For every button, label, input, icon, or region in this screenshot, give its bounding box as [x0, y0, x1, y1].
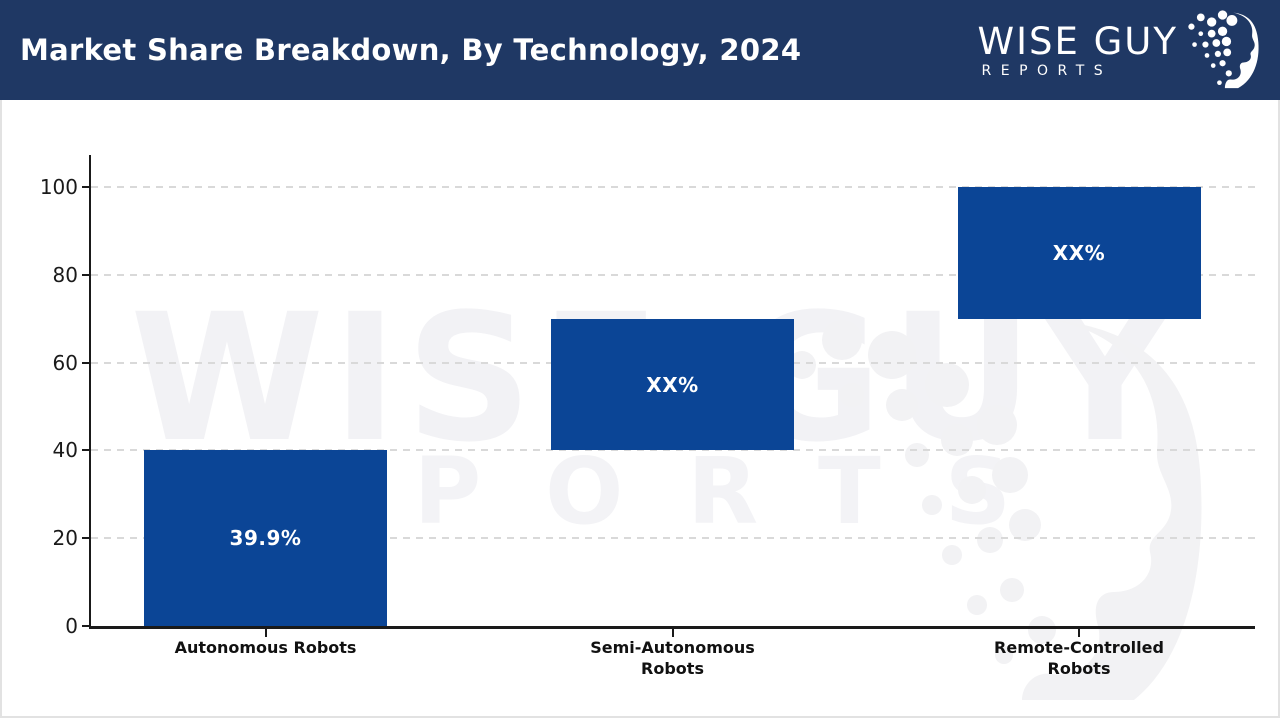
- gridline: [91, 273, 1255, 276]
- bar-value-label: XX%: [1052, 240, 1106, 265]
- header-bar: Market Share Breakdown, By Technology, 2…: [0, 0, 1280, 100]
- y-tick-label: 40: [52, 438, 78, 463]
- bar-segment: XX%: [957, 187, 1201, 319]
- y-tick-mark: [82, 625, 89, 627]
- watermark-face-icon: [788, 320, 1202, 700]
- x-category-label: Remote-Controlled Robots: [994, 638, 1164, 678]
- x-axis-line: [89, 626, 1255, 629]
- wiseguy-logo: WISE GUY REPORTS: [978, 8, 1260, 92]
- gridline: [91, 186, 1255, 188]
- x-category-label: Autonomous Robots: [174, 638, 357, 657]
- y-tick-label: 80: [52, 262, 78, 287]
- y-tick-mark: [82, 186, 89, 188]
- x-category-label: Semi-Autonomous Robots: [590, 638, 755, 678]
- logo-text: WISE GUY REPORTS: [977, 19, 1178, 79]
- y-axis-line: [89, 155, 91, 629]
- x-tick-mark: [1078, 629, 1080, 637]
- plot-area: 0 20 40 60 80 100 39.9% Autonomous Robots XX% Sem…: [2, 100, 1278, 716]
- x-tick-mark: [671, 629, 674, 637]
- bar-segment: 39.9%: [144, 450, 387, 626]
- y-tick-label: 20: [52, 526, 78, 551]
- gridline: [91, 449, 1255, 452]
- y-tick-label: 0: [65, 614, 78, 638]
- chart-title: Market Share Breakdown, By Technology, 2…: [20, 33, 802, 67]
- y-tick-mark: [82, 273, 89, 276]
- x-tick-mark: [264, 629, 267, 637]
- logo-subtitle: REPORTS: [981, 62, 1113, 79]
- y-tick-label: 60: [52, 350, 78, 375]
- y-tick-mark: [82, 361, 89, 364]
- bar-value-label: XX%: [646, 372, 699, 397]
- bar-value-label: 39.9%: [229, 526, 302, 551]
- y-tick-mark: [82, 449, 89, 452]
- logo-wordmark: WISE GUY: [977, 19, 1178, 63]
- bar-segment: XX%: [551, 318, 794, 451]
- logo-face-icon: [1188, 10, 1259, 89]
- y-tick-label: 100: [39, 175, 78, 199]
- chart-area: WISE GUY REPORTS 02040608010039.9%Autono…: [0, 100, 1280, 718]
- gridline: [91, 537, 1255, 540]
- y-tick-mark: [82, 537, 89, 540]
